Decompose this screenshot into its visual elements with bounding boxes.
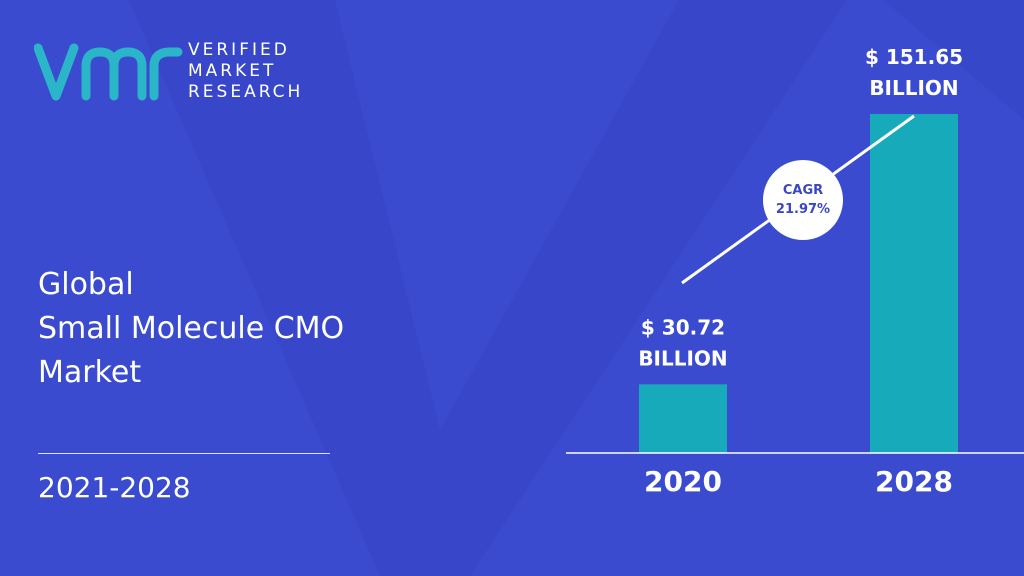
value-label-2028-line-1: $ 151.65	[865, 45, 963, 69]
cagr-badge: CAGR 21.97%	[763, 160, 843, 240]
value-label-2020-line-2: BILLION	[638, 346, 727, 370]
title-line-1: Global	[38, 267, 134, 302]
title-line-3: Market	[38, 355, 142, 390]
forecast-period: 2021-2028	[38, 471, 191, 504]
title-line-2: Small Molecule CMO	[38, 311, 345, 346]
logo-line-3: RESEARCH	[188, 82, 304, 102]
category-label-2028: 2028	[875, 465, 953, 498]
value-label-2020-line-1: $ 30.72	[641, 315, 725, 339]
logo-line-1: VERIFIED	[188, 40, 290, 60]
cagr-label: CAGR	[782, 183, 824, 198]
logo-line-2: MARKET	[188, 61, 277, 81]
title-divider	[38, 453, 330, 454]
page-title: Global Small Molecule CMO Market	[38, 263, 344, 395]
category-label-2020: 2020	[644, 465, 722, 498]
bar-2028	[870, 114, 958, 453]
bar-2020	[639, 384, 727, 453]
cagr-value: 21.97%	[775, 202, 831, 217]
value-label-2028-line-2: BILLION	[869, 76, 958, 100]
logo-wordmark: VERIFIED MARKET RESEARCH	[188, 40, 303, 103]
vmr-logo-mark-icon	[34, 43, 183, 101]
